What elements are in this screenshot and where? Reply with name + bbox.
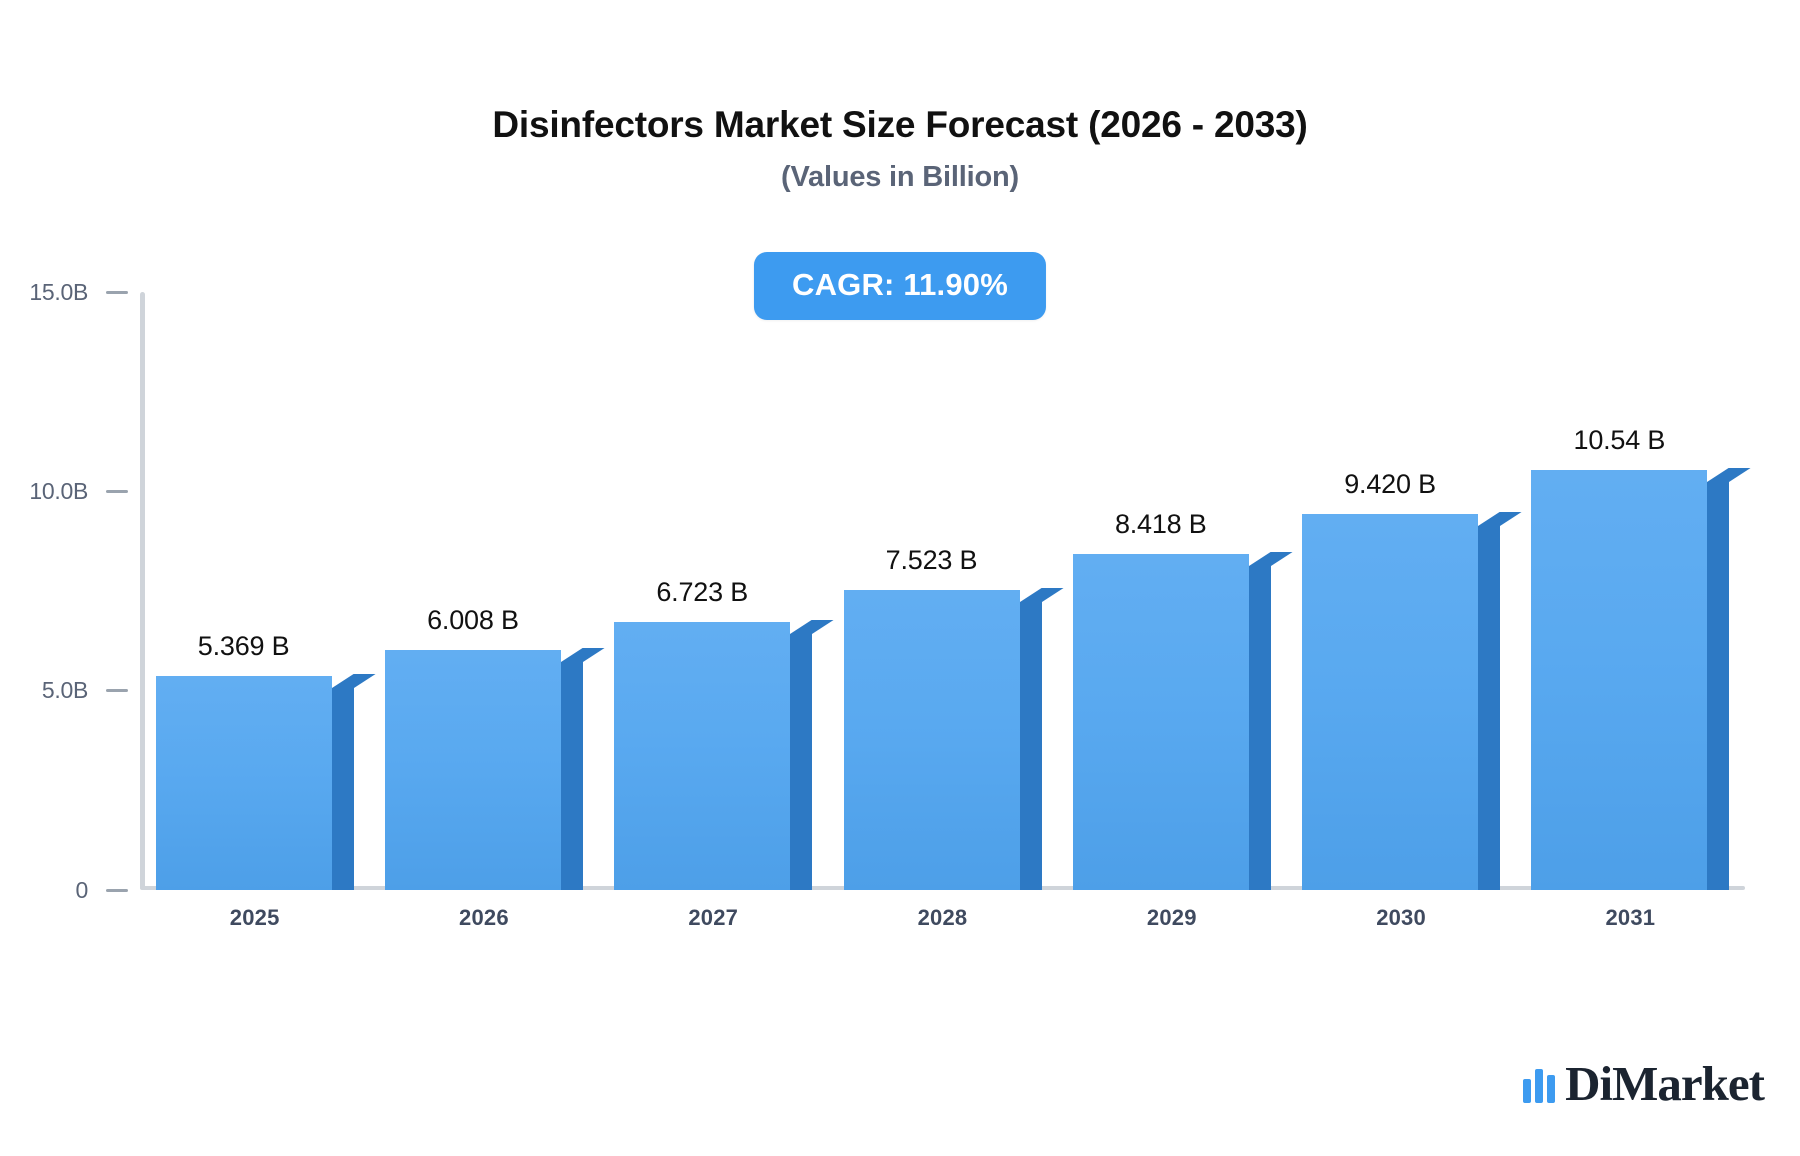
- bar-value-label: 8.418 B: [1114, 509, 1207, 540]
- y-tick-label: 15.0B: [29, 278, 88, 305]
- bar-side-face: [560, 662, 583, 890]
- x-axis-label-2031: 2031: [1605, 905, 1656, 930]
- x-axis-label-2030: 2030: [1376, 905, 1426, 930]
- bar-side-face: [790, 633, 813, 890]
- bar-side-face: [1707, 481, 1730, 890]
- y-tick-dash: [106, 290, 128, 294]
- logo-bar-1: [1523, 1078, 1532, 1103]
- bar-top-face: [1478, 512, 1522, 527]
- bar-value-label: 6.008 B: [427, 605, 519, 636]
- bar-top-face: [331, 673, 376, 688]
- bar-top-face: [790, 619, 834, 634]
- brand-name: DiMarket: [1565, 1056, 1765, 1111]
- chart-subtitle: (Values in Billion): [781, 160, 1019, 193]
- bar-top-face: [1019, 588, 1064, 603]
- y-axis-line: [140, 292, 145, 890]
- y-tick-dash: [106, 888, 128, 892]
- chart-title: Disinfectors Market Size Forecast (2026 …: [492, 104, 1308, 145]
- chart-header: Disinfectors Market Size Forecast (2026 …: [0, 104, 1800, 194]
- bar-front-face: [155, 675, 332, 890]
- bar-2029[interactable]: 8.418 B: [1072, 509, 1293, 890]
- bar-top-face: [1707, 467, 1751, 482]
- bar-2030[interactable]: 9.420 B: [1302, 469, 1522, 890]
- bar-side-face: [1248, 566, 1271, 890]
- bar-value-label: 7.523 B: [885, 545, 978, 576]
- bar-front-face: [614, 621, 791, 890]
- bar-value-label: 10.54 B: [1573, 424, 1666, 455]
- bar-2031[interactable]: 10.54 B: [1531, 425, 1751, 890]
- bar-front-face: [1531, 469, 1708, 890]
- logo-bar-2: [1535, 1068, 1544, 1103]
- bar-value-label: 6.723 B: [656, 576, 749, 607]
- bar-top-face: [560, 648, 605, 663]
- brand-logo: DiMarket: [1523, 1056, 1765, 1111]
- y-tick-dash: [106, 489, 128, 493]
- x-axis-label-2025: 2025: [229, 905, 280, 930]
- bar-front-face: [1302, 514, 1479, 890]
- y-tick-dash: [106, 689, 128, 693]
- bar-2027[interactable]: 6.723 B: [614, 577, 834, 890]
- bar-2028[interactable]: 7.523 B: [843, 545, 1064, 890]
- bar-2025[interactable]: 5.369 B: [155, 631, 376, 890]
- bar-front-face: [384, 650, 561, 890]
- bar-side-face: [1019, 602, 1042, 890]
- bar-side-face: [1478, 526, 1501, 890]
- bar-2026[interactable]: 6.008 B: [384, 605, 605, 890]
- x-axis-label-2029: 2029: [1146, 905, 1197, 930]
- bar-front-face: [843, 590, 1020, 890]
- plot-area: 15.0B 10.0B 5.0B 0 5.369 B 6.008 B 6.723 B 7.5…: [29, 279, 1751, 903]
- bars-layer: 5.369 B 6.008 B 6.723 B 7.523 B 8.418 B 9.420…: [140, 292, 1751, 890]
- bar-front-face: [1072, 554, 1249, 890]
- bar-side-face: [331, 687, 354, 890]
- bar-chart-icon: [1523, 1065, 1556, 1103]
- bar-top-face: [1248, 552, 1293, 567]
- y-tick-label: 10.0B: [29, 477, 88, 504]
- cagr-badge: CAGR: 11.90%: [753, 252, 1047, 320]
- logo-bar-3: [1547, 1074, 1556, 1103]
- bar-value-label: 9.420 B: [1344, 469, 1436, 500]
- y-tick-label: 0: [75, 876, 89, 903]
- x-axis-label-2028: 2028: [917, 905, 968, 930]
- y-tick-label: 5.0B: [41, 677, 88, 704]
- x-axis-label-2027: 2027: [688, 905, 739, 930]
- x-axis-label-2026: 2026: [459, 905, 509, 930]
- bar-value-label: 5.369 B: [197, 630, 290, 661]
